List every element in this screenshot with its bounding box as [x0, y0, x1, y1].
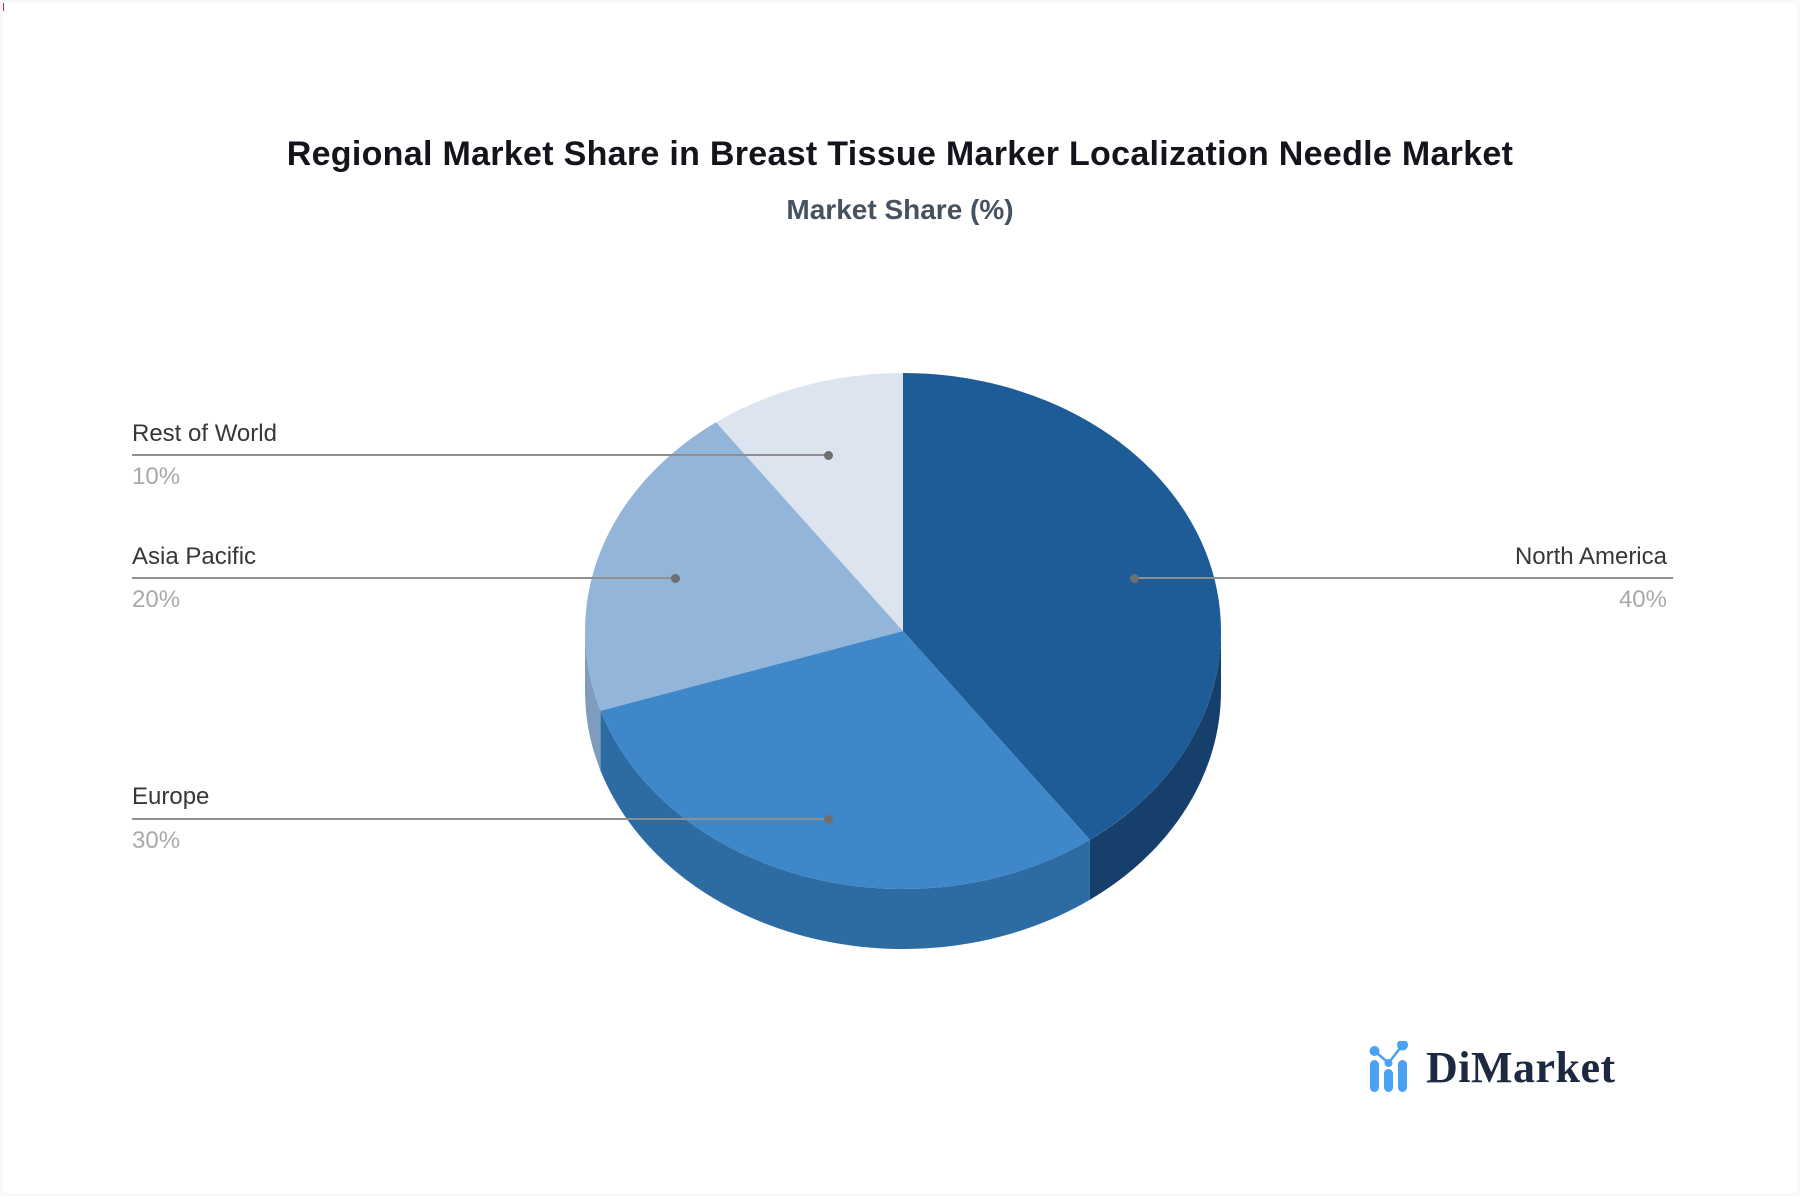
pie-slice-europe[interactable] [600, 631, 1090, 890]
bar-line-chart-icon [1369, 1041, 1408, 1092]
pie-side-europe [600, 710, 1090, 950]
callout-line-europe [132, 818, 828, 820]
dimarket-logo[interactable]: DiMarket [1366, 1041, 1616, 1093]
corner-artifact [3, 3, 4, 11]
pie-chart [584, 373, 1222, 950]
callout-label-north-america: North America [1514, 543, 1667, 570]
callout-pct-asia-pacific: 20% [132, 586, 181, 613]
pie-side-north-america [1089, 631, 1221, 900]
callout-pct-rest-of-world: 10% [132, 463, 181, 490]
callout-dot-asia-pacific [671, 574, 680, 583]
callout-line-asia-pacific [132, 577, 675, 579]
callout-label-asia-pacific: Asia Pacific [132, 543, 257, 570]
logo-text: DiMarket [1426, 1043, 1616, 1092]
callout-pct-north-america: 40% [1618, 586, 1667, 613]
pie-side-asia-pacific [585, 631, 601, 771]
pie-slice-north-america[interactable] [903, 373, 1222, 840]
chart-title: Regional Market Share in Breast Tissue M… [286, 135, 1514, 173]
callout-dot-europe [824, 815, 833, 824]
callout-dot-rest-of-world [824, 451, 833, 460]
callout-dot-north-america [1130, 574, 1139, 583]
chart-subtitle: Market Share (%) [786, 194, 1014, 225]
callout-label-europe: Europe [132, 783, 210, 810]
callout-line-rest-of-world [132, 454, 828, 456]
pie-slice-rest-of-world[interactable] [716, 373, 903, 631]
pie-slice-asia-pacific[interactable] [584, 422, 903, 711]
callout-line-north-america [1134, 577, 1673, 579]
callout-pct-europe: 30% [132, 827, 181, 854]
callout-label-rest-of-world: Rest of World [132, 420, 277, 447]
